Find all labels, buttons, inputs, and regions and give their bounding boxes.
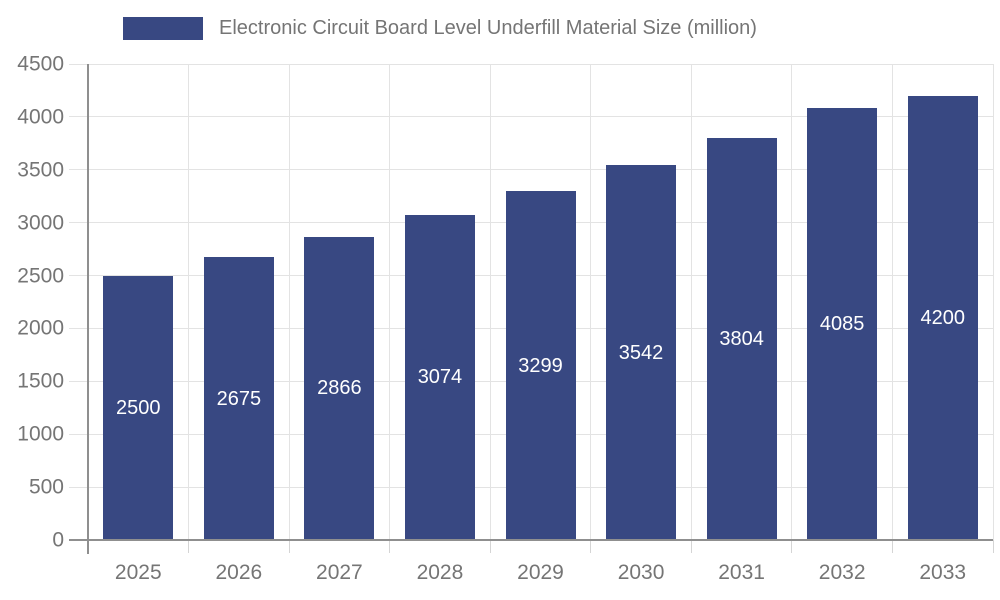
bar[interactable]: 4200 (907, 95, 978, 540)
v-gridline (791, 64, 793, 540)
bar-value-label: 2500 (116, 396, 161, 419)
x-axis-tick-label: 2026 (215, 561, 263, 584)
x-axis-tick (590, 540, 592, 553)
bar-value-label: 3542 (618, 341, 664, 364)
y-axis-tick-label: 0 (52, 528, 64, 552)
bar[interactable]: 3074 (404, 214, 475, 540)
v-gridline (288, 64, 290, 540)
v-gridline (992, 64, 994, 540)
y-axis-line (87, 64, 89, 554)
x-axis-tick-label: 2028 (416, 561, 464, 584)
bar-value-label: 3299 (518, 354, 563, 377)
legend-swatch (123, 17, 203, 40)
v-gridline (489, 64, 491, 540)
bar[interactable]: 4085 (807, 107, 878, 540)
v-gridline (690, 64, 692, 540)
y-axis-tick (69, 380, 87, 382)
y-axis-tick-label: 3500 (17, 158, 64, 182)
legend-label: Electronic Circuit Board Level Underfill… (219, 17, 757, 39)
v-gridline (188, 64, 190, 540)
x-axis-tick (389, 540, 391, 553)
bar[interactable]: 3299 (505, 191, 576, 540)
h-gridline (88, 116, 993, 118)
bar[interactable]: 2500 (103, 275, 174, 540)
y-axis-tick (69, 275, 87, 277)
bar-value-label: 4085 (819, 312, 865, 335)
bar-value-label: 3804 (719, 327, 764, 350)
y-axis-tick-label: 3000 (17, 211, 64, 235)
v-gridline (590, 64, 592, 540)
x-axis-tick-label: 2032 (818, 561, 866, 584)
y-axis-tick-label: 2000 (17, 316, 64, 340)
x-axis-tick (791, 540, 793, 553)
y-axis-tick (69, 169, 87, 171)
x-axis-line (69, 539, 993, 541)
plot-area: 2500 2675 2866 3074 3299 3542 3804 4085 4200 (69, 63, 994, 554)
bar[interactable]: 3542 (606, 165, 677, 540)
bar[interactable]: 3804 (706, 137, 777, 540)
x-axis-tick-label: 2031 (718, 561, 765, 584)
y-axis-tick (69, 116, 87, 118)
y-axis-tick-label: 500 (28, 475, 64, 499)
x-axis-tick-label: 2030 (617, 561, 665, 584)
x-axis-tick (992, 540, 994, 553)
x-axis-tick-label: 2027 (316, 561, 363, 584)
y-axis-tick (69, 486, 87, 488)
y-axis-tick-label: 4500 (17, 52, 64, 76)
bar[interactable]: 2675 (203, 257, 274, 540)
x-axis-tick (188, 540, 190, 553)
h-gridline (88, 169, 993, 171)
bar-value-label: 2675 (216, 387, 262, 410)
v-gridline (389, 64, 391, 540)
x-axis-tick (489, 540, 491, 553)
x-axis-tick-label: 2033 (919, 561, 967, 584)
x-axis-tick-label: 2029 (517, 561, 564, 584)
x-axis-tick (288, 540, 290, 553)
legend-item[interactable]: Electronic Circuit Board Level Underfill… (123, 17, 757, 40)
v-gridline (891, 64, 893, 540)
y-axis-tick-label: 1500 (17, 369, 64, 393)
x-axis-tick (690, 540, 692, 553)
y-axis: 0 500 1000 1500 2000 2500 3000 3500 4000 4500 (0, 54, 64, 551)
bar-value-label: 3074 (417, 366, 463, 389)
x-axis: 2025 2026 2027 2028 2029 2030 2031 2032 2033 (88, 561, 993, 591)
y-axis-tick (69, 222, 87, 224)
y-axis-tick-label: 2500 (17, 264, 64, 288)
x-axis-tick-label: 2025 (114, 561, 162, 584)
y-axis-tick (69, 433, 87, 435)
bar-value-label: 4200 (920, 306, 965, 329)
x-axis-tick (891, 540, 893, 553)
y-axis-tick (69, 63, 87, 65)
bar[interactable]: 2866 (304, 236, 375, 540)
y-axis-tick (69, 327, 87, 329)
bar-value-label: 2866 (317, 377, 362, 400)
y-axis-tick-label: 1000 (17, 422, 64, 446)
y-axis-tick-label: 4000 (17, 105, 64, 129)
h-gridline (88, 63, 993, 65)
